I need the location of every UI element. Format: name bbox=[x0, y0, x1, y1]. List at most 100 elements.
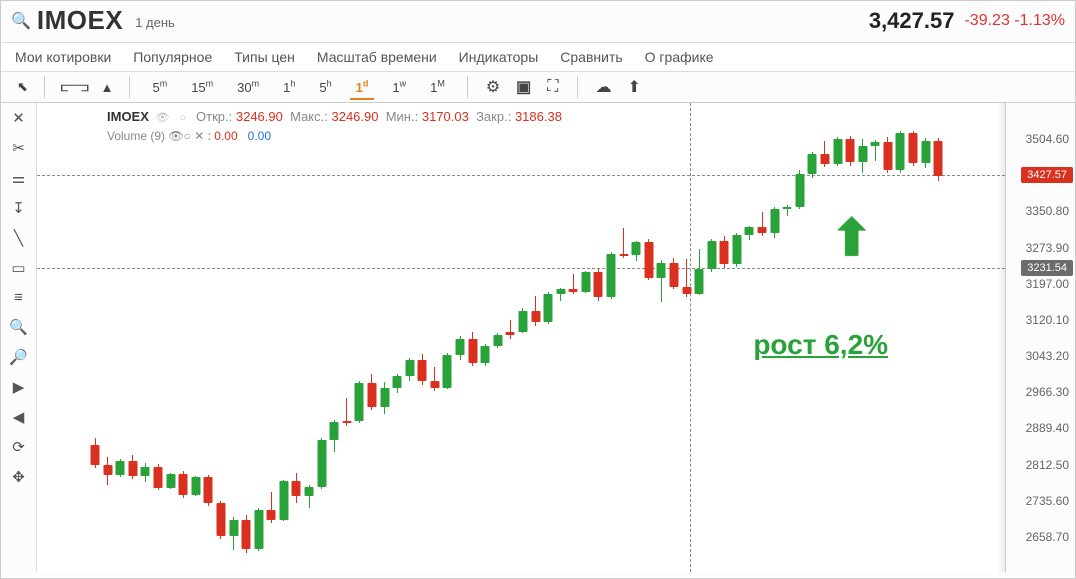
rotate-icon[interactable]: ⟳ bbox=[12, 438, 25, 456]
rewind-icon[interactable]: ◀ bbox=[13, 408, 25, 426]
menu-item[interactable]: Масштаб времени bbox=[317, 49, 437, 65]
candle bbox=[141, 463, 150, 482]
crosshair-icon[interactable]: ✥ bbox=[12, 468, 25, 486]
fullscreen-icon[interactable]: ⛶ bbox=[539, 78, 566, 96]
candle bbox=[405, 358, 414, 382]
menu-item[interactable]: Сравнить bbox=[560, 49, 622, 65]
candle bbox=[367, 374, 376, 410]
candle bbox=[216, 501, 225, 539]
timeframe-button[interactable]: 30m bbox=[231, 77, 265, 98]
candle bbox=[116, 459, 125, 478]
candle bbox=[254, 508, 263, 551]
tune-icon[interactable]: ⚌ bbox=[12, 169, 25, 187]
candle bbox=[569, 274, 578, 294]
price-line bbox=[37, 175, 1005, 176]
candle bbox=[305, 485, 314, 509]
price-line bbox=[37, 268, 1005, 269]
search-icon[interactable]: 🔍 bbox=[11, 11, 31, 31]
timeframe-button[interactable]: 1M bbox=[424, 77, 451, 98]
candle bbox=[682, 259, 691, 298]
price-change: -39.23 -1.13% bbox=[964, 12, 1065, 30]
candle bbox=[619, 228, 628, 258]
zoom-in-icon[interactable]: 🔍 bbox=[9, 318, 28, 336]
candle bbox=[179, 471, 188, 497]
line-tool-icon[interactable]: ╲ bbox=[14, 229, 23, 247]
candle bbox=[795, 170, 804, 209]
menu-item[interactable]: Типы цен bbox=[234, 49, 295, 65]
candle bbox=[242, 515, 251, 553]
menu-item[interactable]: Мои котировки bbox=[15, 49, 111, 65]
menu-item[interactable]: О графике bbox=[645, 49, 714, 65]
menubar: Мои котировки Популярное Типы цен Масштаб в… bbox=[1, 43, 1075, 72]
candle bbox=[758, 212, 767, 236]
area-chart-icon[interactable]: ▲ bbox=[95, 77, 120, 98]
candle bbox=[506, 320, 515, 339]
candle bbox=[732, 233, 741, 267]
y-tick-label: 2735.60 bbox=[1026, 494, 1069, 508]
candle bbox=[707, 239, 716, 272]
timeframe-button[interactable]: 15m bbox=[185, 77, 219, 98]
cloud-down-icon[interactable]: ☁ bbox=[588, 77, 620, 97]
timeframe-button[interactable]: 1w bbox=[386, 77, 412, 98]
candle bbox=[833, 137, 842, 166]
cursor-tool-icon[interactable]: ⬉ bbox=[11, 76, 34, 98]
chart-canvas[interactable]: IMOEX 👁 ○ Откр.: 3246.90 Макс.: 3246.90 … bbox=[37, 103, 1005, 572]
candle bbox=[267, 492, 276, 523]
candle bbox=[443, 353, 452, 389]
candle bbox=[229, 517, 238, 550]
candle bbox=[581, 271, 590, 293]
y-tick-label: 2812.50 bbox=[1026, 458, 1069, 472]
candle bbox=[531, 296, 540, 325]
y-tick-label: 3120.10 bbox=[1026, 313, 1069, 327]
gear-icon[interactable]: ⚙ bbox=[478, 77, 508, 97]
y-tick-label: 2966.30 bbox=[1026, 385, 1069, 399]
menu-item[interactable]: Популярное bbox=[133, 49, 212, 65]
cut-icon[interactable]: ✂ bbox=[12, 139, 25, 157]
candle bbox=[644, 239, 653, 280]
eye-icon[interactable]: 👁 bbox=[156, 112, 170, 124]
growth-annotation: рост 6,2% bbox=[753, 329, 888, 361]
zoom-out-icon[interactable]: 🔎 bbox=[9, 348, 28, 366]
candles-chart-icon[interactable]: ⫍⫎ bbox=[55, 76, 95, 98]
candle bbox=[657, 260, 666, 302]
candle bbox=[934, 138, 943, 182]
up-arrow-icon: ⬆ bbox=[831, 209, 873, 267]
interval-label: 1 день bbox=[135, 15, 175, 30]
menu-item[interactable]: Индикаторы bbox=[459, 49, 539, 65]
candle bbox=[481, 344, 490, 366]
timeframe-button[interactable]: 5h bbox=[313, 77, 337, 98]
cloud-up-icon[interactable]: ⬆ bbox=[620, 77, 649, 97]
candle bbox=[380, 382, 389, 414]
candle bbox=[518, 308, 527, 333]
insert-icon[interactable]: ↧ bbox=[12, 199, 25, 217]
y-tick-label: 3273.90 bbox=[1026, 241, 1069, 255]
candle bbox=[166, 473, 175, 489]
y-tick-label: 3197.00 bbox=[1026, 277, 1069, 291]
candle bbox=[330, 420, 339, 452]
ticker-symbol[interactable]: IMOEX bbox=[37, 5, 123, 36]
candle bbox=[720, 236, 729, 268]
candle bbox=[871, 140, 880, 161]
timeframe-button[interactable]: 1d bbox=[350, 77, 375, 100]
toolbar: ⬉ ⫍⫎ ▲ 5m 15m 30m 1h 5h 1d 1w 1M ⚙ ▣ ⛶ ☁ ⬆ bbox=[1, 72, 1075, 103]
timeframe-button[interactable]: 5m bbox=[146, 77, 173, 98]
rect-tool-icon[interactable]: ▭ bbox=[11, 259, 25, 277]
candle bbox=[191, 476, 200, 496]
candle bbox=[745, 226, 754, 240]
candle bbox=[393, 374, 402, 393]
list-icon[interactable]: ≡ bbox=[14, 289, 23, 306]
y-tick-label: 2889.40 bbox=[1026, 421, 1069, 435]
camera-icon[interactable]: ▣ bbox=[508, 77, 539, 97]
play-icon[interactable]: ▶ bbox=[13, 378, 25, 396]
candle bbox=[154, 464, 163, 490]
timeframe-button[interactable]: 1h bbox=[277, 77, 301, 98]
candle bbox=[544, 292, 553, 324]
y-tick-label: 3504.60 bbox=[1026, 132, 1069, 146]
candle bbox=[808, 152, 817, 178]
candle bbox=[292, 473, 301, 504]
last-price: 3,427.57 bbox=[869, 8, 955, 34]
candle bbox=[355, 381, 364, 423]
candle bbox=[695, 249, 704, 295]
candle bbox=[669, 258, 678, 289]
close-icon[interactable]: ✕ bbox=[12, 109, 25, 127]
